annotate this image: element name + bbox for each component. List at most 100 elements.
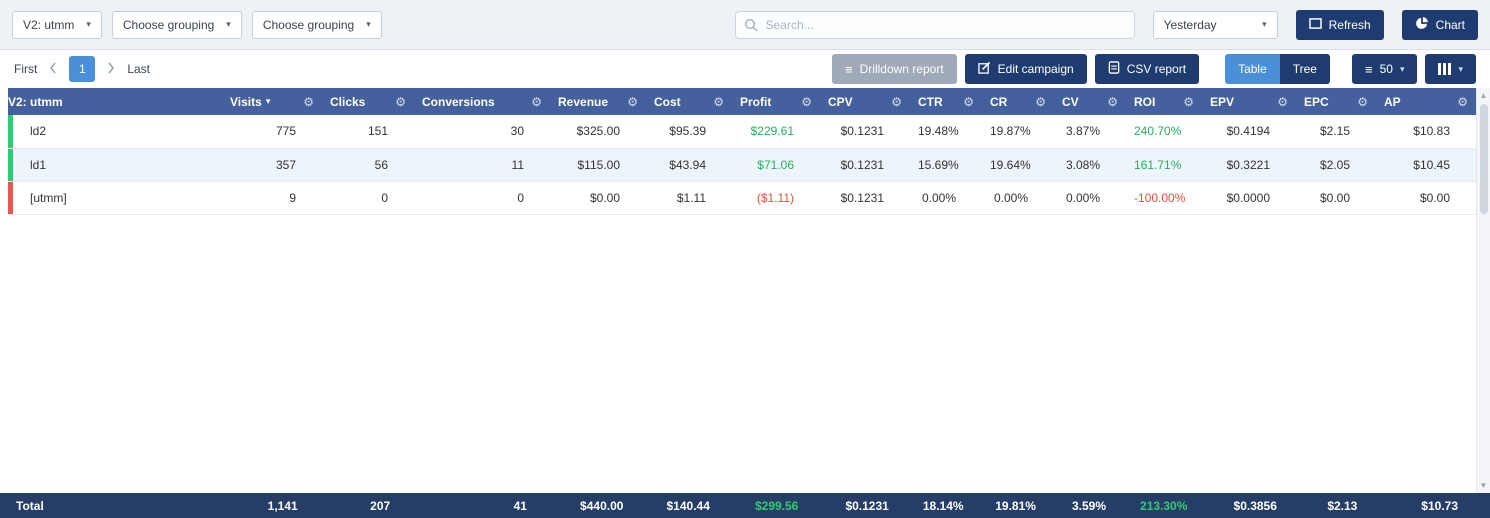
campaign-select[interactable]: V2: utmm ▾ (12, 10, 102, 39)
date-range-select[interactable]: Yesterday ▾ (1152, 10, 1278, 39)
cell-cost: $1.11 (646, 181, 732, 215)
column-header-conversions[interactable]: Conversions ⚙ (414, 88, 550, 115)
edit-campaign-button[interactable]: Edit campaign (964, 54, 1087, 84)
gear-icon[interactable]: ⚙ (1277, 94, 1288, 109)
chevron-down-icon: ▾ (1458, 63, 1463, 74)
table-row[interactable]: [utmm] 9 0 0 $0.00 $1.11 ($1.11) $0.1231… (8, 181, 1476, 215)
column-header-cv[interactable]: CV ⚙ (1054, 88, 1126, 115)
cell-profit: $229.61 (732, 115, 820, 149)
column-header-ctr[interactable]: CTR ⚙ (910, 88, 982, 115)
cell-cpv: $0.1231 (820, 148, 910, 182)
grouping-select-1[interactable]: Choose grouping ▾ (111, 10, 242, 39)
total-cr: 19.81% (995, 498, 1036, 513)
gear-icon[interactable]: ⚙ (395, 94, 406, 109)
campaign-select-value: V2: utmm (23, 17, 75, 32)
search-input[interactable] (734, 10, 1135, 39)
grouping-select-2-value: Choose grouping (262, 17, 355, 32)
cell-ap: $10.83 (1376, 115, 1476, 149)
chart-button[interactable]: Chart (1401, 9, 1478, 40)
gear-icon[interactable]: ⚙ (1357, 94, 1368, 109)
gear-icon[interactable]: ⚙ (303, 94, 314, 109)
cell-revenue: $115.00 (550, 148, 646, 182)
vertical-scrollbar[interactable]: ▲ ▼ (1476, 88, 1490, 493)
gear-icon[interactable]: ⚙ (1457, 94, 1468, 109)
column-header-cost[interactable]: Cost ⚙ (646, 88, 732, 115)
rows-per-page-select[interactable]: ≡ 50 ▾ (1351, 54, 1418, 84)
column-header-roi[interactable]: ROI ⚙ (1126, 88, 1202, 115)
drilldown-report-button[interactable]: ≡ Drilldown report (832, 54, 957, 84)
table-view-button[interactable]: Table (1225, 54, 1280, 84)
pagination-current-page[interactable]: 1 (69, 56, 96, 82)
csv-file-icon (1108, 61, 1120, 77)
cell-cpv: $0.1231 (820, 181, 910, 215)
column-header-profit[interactable]: Profit ⚙ (732, 88, 820, 115)
cell-name: ld1 (8, 148, 222, 182)
sort-desc-icon: ▾ (265, 96, 271, 106)
pie-chart-icon (1415, 16, 1429, 33)
gear-icon[interactable]: ⚙ (713, 94, 724, 109)
grouping-select-2[interactable]: Choose grouping ▾ (251, 10, 382, 39)
pagination-last[interactable]: Last (127, 62, 151, 76)
column-header-name[interactable]: V2: utmm (8, 88, 222, 115)
gear-icon[interactable]: ⚙ (1035, 94, 1046, 109)
chevron-down-icon: ▾ (1399, 63, 1405, 74)
cell-revenue: $325.00 (550, 115, 646, 149)
refresh-button[interactable]: Refresh (1295, 9, 1384, 40)
cell-cpv: $0.1231 (820, 115, 910, 149)
cell-ctr: 15.69% (910, 148, 982, 182)
cell-revenue: $0.00 (550, 181, 646, 215)
cell-cr: 19.64% (982, 148, 1054, 182)
gear-icon[interactable]: ⚙ (531, 94, 542, 109)
search-box (734, 10, 1135, 39)
column-header-cpv[interactable]: CPV ⚙ (820, 88, 910, 115)
date-range-value: Yesterday (1163, 17, 1217, 32)
top-toolbar: V2: utmm ▾ Choose grouping ▾ Choose grou… (0, 0, 1490, 50)
cell-ctr: 19.48% (910, 115, 982, 149)
cell-cost: $95.39 (646, 115, 732, 149)
cell-conversions: 0 (414, 181, 550, 215)
pagination-prev-button[interactable] (46, 62, 60, 77)
csv-report-button[interactable]: CSV report (1094, 54, 1200, 84)
table-row[interactable]: ld1 357 56 11 $115.00 $43.94 $71.06 $0.1… (8, 148, 1476, 182)
table-row[interactable]: ld2 775 151 30 $325.00 $95.39 $229.61 $0… (8, 115, 1476, 149)
scroll-up-icon[interactable]: ▲ (1479, 91, 1488, 100)
gear-icon[interactable]: ⚙ (1107, 94, 1118, 109)
gear-icon[interactable]: ⚙ (1183, 94, 1194, 109)
column-header-epc[interactable]: EPC ⚙ (1296, 88, 1376, 115)
status-indicator (8, 115, 13, 148)
gear-icon[interactable]: ⚙ (627, 94, 638, 109)
column-header-epv[interactable]: EPV ⚙ (1202, 88, 1296, 115)
drilldown-report-label: Drilldown report (859, 62, 944, 76)
cell-visits: 357 (222, 148, 322, 182)
report-table: V2: utmm Visits ▾ ⚙ Clicks ⚙ Conversions ⚙ R… (0, 88, 1476, 493)
column-header-cr[interactable]: CR ⚙ (982, 88, 1054, 115)
cell-visits: 775 (222, 115, 322, 149)
total-profit: $299.56 (754, 498, 799, 513)
cell-clicks: 56 (322, 148, 414, 182)
view-mode-toggle: Table Tree (1225, 54, 1330, 84)
scroll-down-icon[interactable]: ▼ (1479, 481, 1488, 490)
pagination-next-button[interactable] (104, 62, 118, 77)
cell-epv: $0.0000 (1202, 181, 1296, 215)
column-header-ap[interactable]: AP ⚙ (1376, 88, 1476, 115)
pagination-first[interactable]: First (14, 62, 38, 76)
column-header-clicks[interactable]: Clicks ⚙ (322, 88, 414, 115)
cell-ap: $10.45 (1376, 148, 1476, 182)
edit-icon (977, 61, 991, 77)
gear-icon[interactable]: ⚙ (963, 94, 974, 109)
total-label: Total (16, 498, 44, 513)
cell-cv: 0.00% (1054, 181, 1126, 215)
column-header-visits[interactable]: Visits ▾ ⚙ (222, 88, 322, 115)
column-header-revenue[interactable]: Revenue ⚙ (550, 88, 646, 115)
columns-select[interactable]: ▾ (1425, 54, 1476, 84)
total-ctr: 18.14% (922, 498, 964, 513)
cell-epc: $0.00 (1296, 181, 1376, 215)
cell-roi: 161.71% (1126, 148, 1202, 182)
cell-cr: 19.87% (982, 115, 1054, 149)
gear-icon[interactable]: ⚙ (891, 94, 902, 109)
gear-icon[interactable]: ⚙ (801, 94, 812, 109)
tree-view-button[interactable]: Tree (1279, 54, 1330, 84)
scrollbar-thumb[interactable] (1480, 104, 1488, 214)
cell-profit: ($1.11) (732, 181, 820, 215)
refresh-button-label: Refresh (1328, 17, 1371, 32)
